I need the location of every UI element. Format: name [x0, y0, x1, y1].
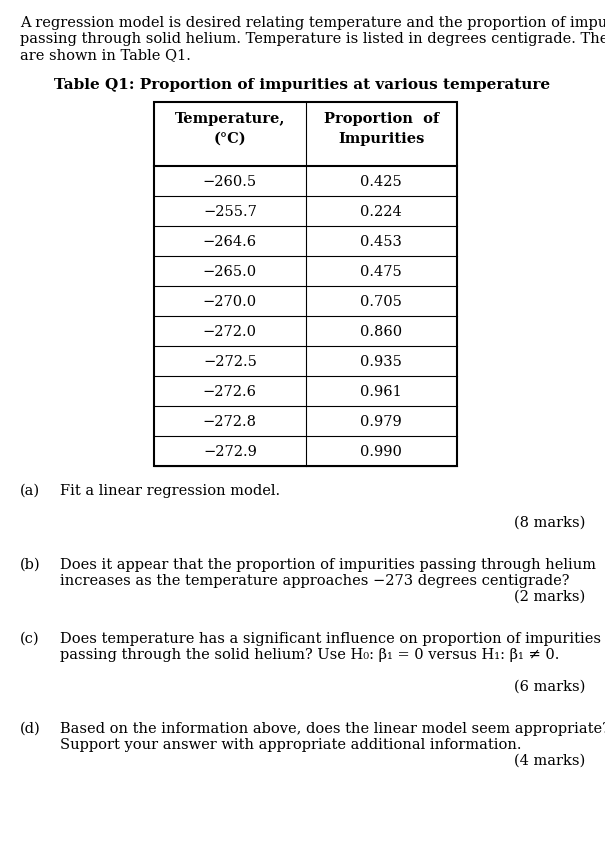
Text: −265.0: −265.0 — [203, 265, 257, 279]
Text: Does it appear that the proportion of impurities passing through helium: Does it appear that the proportion of im… — [60, 558, 596, 572]
Text: −272.9: −272.9 — [203, 445, 257, 459]
Text: 0.453: 0.453 — [360, 235, 402, 249]
Text: −260.5: −260.5 — [203, 175, 257, 189]
Text: (b): (b) — [20, 558, 41, 572]
Text: (8 marks): (8 marks) — [514, 516, 585, 530]
Text: 0.475: 0.475 — [360, 265, 402, 279]
Text: −272.5: −272.5 — [203, 355, 257, 369]
Text: Impurities: Impurities — [338, 132, 424, 146]
Text: Fit a linear regression model.: Fit a linear regression model. — [60, 484, 280, 498]
Text: −272.6: −272.6 — [203, 385, 257, 399]
Text: (°C): (°C) — [214, 132, 246, 146]
Text: (c): (c) — [20, 632, 39, 646]
Text: Does temperature has a significant influence on proportion of impurities: Does temperature has a significant influ… — [60, 632, 601, 646]
Text: −272.0: −272.0 — [203, 325, 257, 339]
Text: 0.979: 0.979 — [360, 415, 402, 429]
Text: Support your answer with appropriate additional information.: Support your answer with appropriate add… — [60, 738, 522, 752]
Text: Based on the information above, does the linear model seem appropriate?: Based on the information above, does the… — [60, 722, 605, 736]
Text: 0.961: 0.961 — [360, 385, 402, 399]
Text: Temperature,: Temperature, — [175, 112, 285, 126]
Text: −272.8: −272.8 — [203, 415, 257, 429]
Bar — [154, 102, 457, 466]
Text: 0.935: 0.935 — [360, 355, 402, 369]
Text: (a): (a) — [20, 484, 40, 498]
Text: −255.7: −255.7 — [203, 205, 257, 219]
Text: (4 marks): (4 marks) — [514, 754, 585, 768]
Text: Table Q1: Proportion of impurities at various temperature: Table Q1: Proportion of impurities at va… — [54, 78, 551, 92]
Text: 0.224: 0.224 — [360, 205, 402, 219]
Text: passing through solid helium. Temperature is listed in degrees centigrade. The d: passing through solid helium. Temperatur… — [20, 32, 605, 46]
Text: A regression model is desired relating temperature and the proportion of impurit: A regression model is desired relating t… — [20, 16, 605, 30]
Text: 0.705: 0.705 — [360, 295, 402, 309]
Text: passing through the solid helium? Use H₀: β₁ = 0 versus H₁: β₁ ≠ 0.: passing through the solid helium? Use H₀… — [60, 648, 560, 662]
Text: increases as the temperature approaches −273 degrees centigrade?: increases as the temperature approaches … — [60, 574, 569, 588]
Text: Proportion  of: Proportion of — [324, 112, 439, 126]
Text: 0.990: 0.990 — [360, 445, 402, 459]
Text: −270.0: −270.0 — [203, 295, 257, 309]
Text: (2 marks): (2 marks) — [514, 590, 585, 604]
Text: (d): (d) — [20, 722, 41, 736]
Text: 0.860: 0.860 — [360, 325, 402, 339]
Text: (6 marks): (6 marks) — [514, 680, 585, 694]
Text: −264.6: −264.6 — [203, 235, 257, 249]
Text: are shown in Table Q1.: are shown in Table Q1. — [20, 48, 191, 62]
Text: 0.425: 0.425 — [360, 175, 402, 189]
